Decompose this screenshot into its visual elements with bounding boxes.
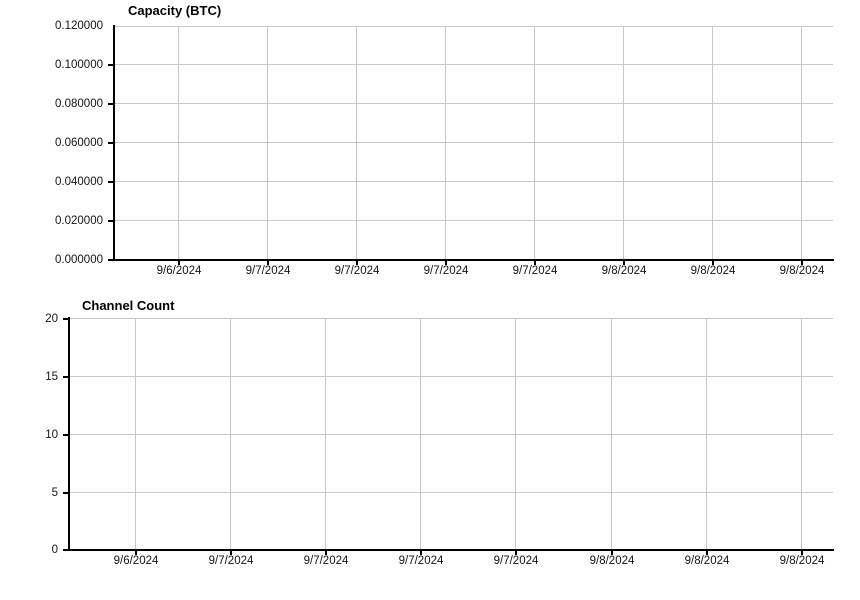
capacity-x-tick-label: 9/7/2024 (334, 265, 380, 277)
x-tick-mark (135, 549, 137, 555)
capacity-x-tick-label: 9/7/2024 (423, 265, 469, 277)
x-tick-mark (356, 259, 358, 265)
x-tick-mark (178, 259, 180, 265)
channel-count-chart-title: Channel Count (82, 298, 175, 313)
gridline-vertical (445, 26, 446, 259)
capacity-y-tick-label: 0.000000 (55, 254, 103, 266)
gridline-vertical (623, 26, 624, 259)
x-tick-mark (420, 549, 422, 555)
gridline-vertical (611, 318, 612, 549)
gridline-vertical (534, 26, 535, 259)
gridline-vertical (267, 26, 268, 259)
capacity-y-tick-label: 0.060000 (55, 137, 103, 149)
gridline-vertical (356, 26, 357, 259)
channel-count-y-tick-label: 0 (51, 544, 58, 556)
gridline-vertical (325, 318, 326, 549)
x-tick-mark (611, 549, 613, 555)
capacity-chart-panel: Capacity (BTC) 0.120000 0.100000 0.08000… (0, 0, 860, 290)
channel-count-x-tick-label: 9/6/2024 (113, 555, 159, 567)
capacity-y-tick-label: 0.020000 (55, 215, 103, 227)
x-tick-mark (801, 549, 803, 555)
x-tick-mark (445, 259, 447, 265)
channel-count-x-tick-label: 9/8/2024 (779, 555, 825, 567)
gridline-vertical (801, 26, 802, 259)
gridline-vertical (712, 26, 713, 259)
y-tick-mark (108, 220, 114, 222)
x-tick-mark (706, 549, 708, 555)
capacity-x-tick-label: 9/6/2024 (156, 265, 202, 277)
gridline-horizontal (69, 318, 833, 319)
channel-count-y-axis-line (68, 317, 70, 550)
capacity-x-tick-label: 9/8/2024 (779, 265, 825, 277)
x-tick-mark (267, 259, 269, 265)
channel-count-chart-panel: Channel Count 20 15 10 5 0 9/6/2024 9/7/… (0, 290, 860, 600)
x-tick-mark (515, 549, 517, 555)
gridline-horizontal (69, 492, 833, 493)
capacity-plot-area (114, 26, 833, 259)
y-tick-mark (63, 318, 69, 320)
gridline-horizontal (114, 103, 833, 104)
y-tick-mark (63, 376, 69, 378)
capacity-y-tick-label: 0.120000 (55, 20, 103, 32)
channel-count-y-tick-label: 10 (45, 429, 58, 441)
gridline-horizontal (114, 181, 833, 182)
gridline-horizontal (114, 220, 833, 221)
capacity-y-tick-label: 0.080000 (55, 98, 103, 110)
gridline-vertical (515, 318, 516, 549)
channel-count-x-tick-label: 9/8/2024 (684, 555, 730, 567)
x-tick-mark (712, 259, 714, 265)
channel-count-y-tick-label: 5 (51, 487, 58, 499)
gridline-horizontal (114, 142, 833, 143)
gridline-vertical (135, 318, 136, 549)
capacity-x-tick-label: 9/8/2024 (690, 265, 736, 277)
channel-count-plot-area (69, 318, 833, 549)
x-tick-mark (230, 549, 232, 555)
y-tick-mark (108, 142, 114, 144)
channel-count-x-tick-label: 9/7/2024 (493, 555, 539, 567)
y-tick-mark (108, 259, 114, 261)
x-tick-mark (534, 259, 536, 265)
channel-count-x-tick-label: 9/8/2024 (589, 555, 635, 567)
channel-count-x-tick-label: 9/7/2024 (398, 555, 444, 567)
gridline-horizontal (114, 64, 833, 65)
x-tick-mark (801, 259, 803, 265)
gridline-vertical (420, 318, 421, 549)
y-tick-mark (63, 434, 69, 436)
y-tick-mark (108, 103, 114, 105)
capacity-x-tick-label: 9/8/2024 (601, 265, 647, 277)
y-tick-mark (108, 181, 114, 183)
gridline-vertical (706, 318, 707, 549)
y-tick-mark (63, 549, 69, 551)
gridline-horizontal (69, 434, 833, 435)
y-tick-mark (63, 492, 69, 494)
gridline-vertical (178, 26, 179, 259)
channel-count-y-tick-label: 20 (45, 313, 58, 325)
gridline-vertical (230, 318, 231, 549)
y-tick-mark (108, 64, 114, 66)
capacity-y-tick-label: 0.100000 (55, 59, 103, 71)
gridline-vertical (801, 318, 802, 549)
capacity-chart-title: Capacity (BTC) (128, 3, 222, 18)
channel-count-x-axis-line (68, 549, 834, 551)
channel-count-y-tick-label: 15 (45, 371, 58, 383)
capacity-x-tick-label: 9/7/2024 (512, 265, 558, 277)
x-tick-mark (325, 549, 327, 555)
capacity-x-tick-label: 9/7/2024 (245, 265, 291, 277)
capacity-x-axis-line (113, 259, 834, 261)
capacity-y-tick-label: 0.040000 (55, 176, 103, 188)
channel-count-x-tick-label: 9/7/2024 (208, 555, 254, 567)
x-tick-mark (623, 259, 625, 265)
gridline-horizontal (69, 376, 833, 377)
channel-count-x-tick-label: 9/7/2024 (303, 555, 349, 567)
gridline-horizontal (114, 26, 833, 27)
